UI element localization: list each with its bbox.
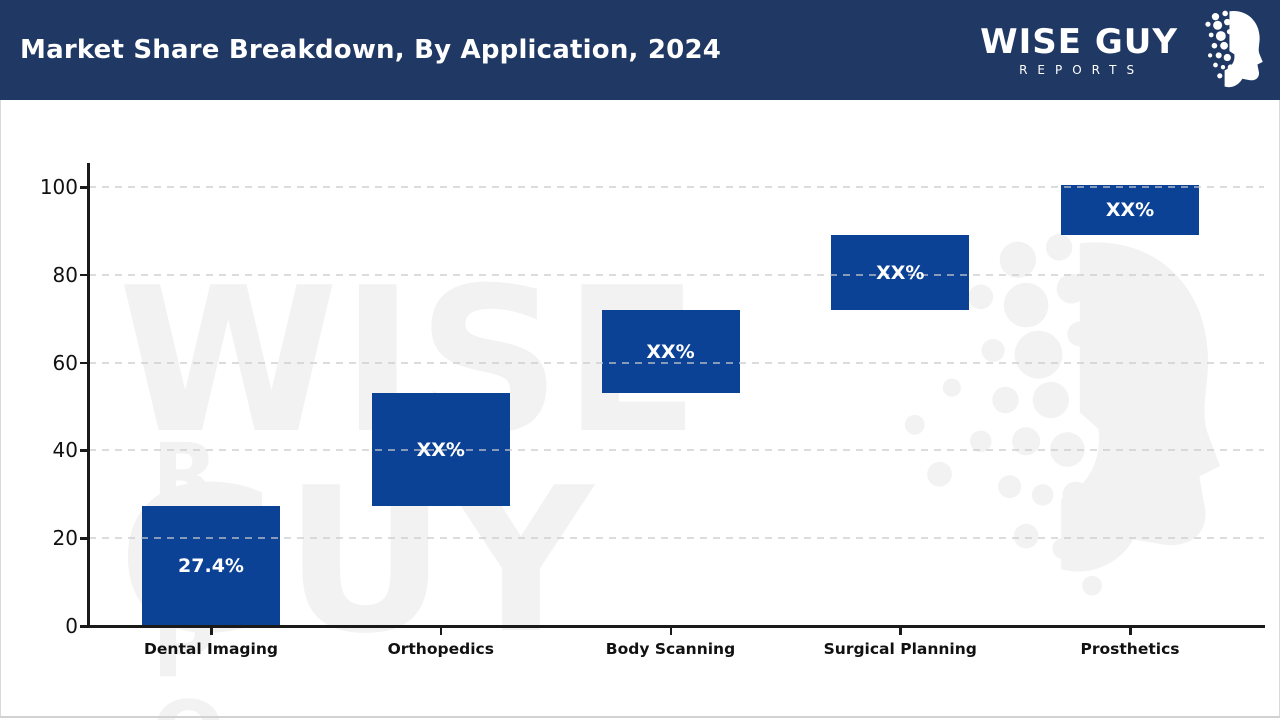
bar-value-label: XX% bbox=[876, 261, 925, 284]
y-axis-line bbox=[87, 163, 90, 627]
x-category-label-surgical-planning: Surgical Planning bbox=[823, 640, 977, 658]
y-tick-mark bbox=[80, 186, 88, 189]
x-axis-line bbox=[87, 625, 1265, 628]
y-tick-mark bbox=[80, 361, 88, 365]
x-category-label-body-scanning: Body Scanning bbox=[605, 640, 736, 658]
gridline-20 bbox=[89, 537, 1264, 540]
logo-subtext: REPORTS bbox=[1019, 62, 1145, 77]
bar-dental-imaging bbox=[142, 505, 280, 626]
y-tick-mark bbox=[80, 625, 88, 628]
frame-border-left bbox=[0, 100, 1, 718]
y-tick-label: 40 bbox=[52, 438, 78, 463]
x-tick-mark bbox=[1129, 628, 1132, 635]
gridline-40 bbox=[89, 449, 1264, 452]
dotted-face-icon bbox=[1205, 10, 1263, 88]
y-tick-label: 60 bbox=[52, 350, 78, 375]
gridline-60 bbox=[89, 361, 1264, 364]
y-tick-label: 0 bbox=[65, 614, 78, 638]
bar-surgical-planning bbox=[831, 235, 970, 310]
logo-wordmark: WISE GUY bbox=[980, 21, 1178, 62]
bar-value-label: XX% bbox=[416, 438, 465, 461]
y-tick-mark bbox=[80, 537, 88, 540]
y-tick-label: 80 bbox=[52, 262, 78, 287]
bar-value-label: XX% bbox=[646, 340, 695, 363]
x-tick-mark bbox=[899, 628, 902, 635]
x-tick-mark bbox=[669, 628, 672, 635]
x-tick-mark bbox=[210, 628, 213, 635]
frame-border-bottom bbox=[0, 716, 1280, 718]
gridline-100 bbox=[89, 186, 1264, 188]
x-category-label-orthopedics: Orthopedics bbox=[387, 640, 494, 658]
header: Market Share Breakdown, By Application, … bbox=[0, 0, 1280, 100]
page-title: Market Share Breakdown, By Application, … bbox=[20, 35, 722, 65]
watermark-face-icon bbox=[904, 234, 1220, 596]
x-category-label-prosthetics: Prosthetics bbox=[1080, 640, 1180, 658]
bar-body-scanning bbox=[601, 309, 740, 394]
bar-value-label: XX% bbox=[1105, 199, 1155, 222]
x-category-label-dental-imaging: Dental Imaging bbox=[144, 640, 278, 658]
y-tick-label: 100 bbox=[39, 175, 78, 199]
bar-prosthetics bbox=[1061, 184, 1199, 236]
bar-value-label: 27.4% bbox=[178, 554, 244, 577]
x-tick-mark bbox=[439, 628, 443, 635]
y-tick-mark bbox=[80, 449, 88, 452]
y-tick-label: 20 bbox=[52, 526, 78, 551]
wiseguy-logo: WISE GUY REPORTS bbox=[980, 7, 1266, 93]
gridline-80 bbox=[89, 273, 1264, 276]
y-tick-mark bbox=[80, 273, 88, 277]
